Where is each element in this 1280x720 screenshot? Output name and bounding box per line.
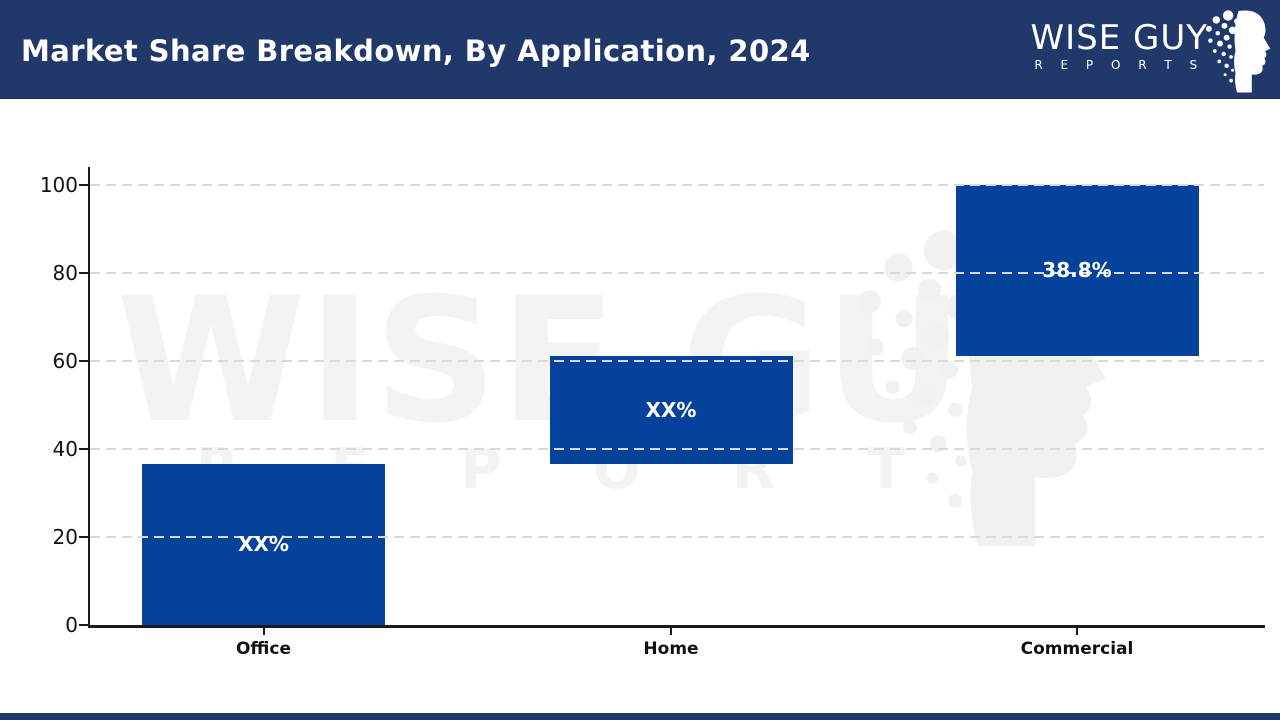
y-axis-tick-label: 80 [52,261,78,285]
y-axis-tick-label: 60 [52,349,78,373]
y-axis-tick-label: 100 [39,173,78,197]
bar-value-label: XX% [238,532,289,557]
wise-guy-reports-logo: WISE GUY R E P O R T S [1014,6,1274,94]
x-axis-category-label: Home [643,639,699,659]
gridline-60 [90,360,1264,362]
x-tick-office [262,628,265,635]
footer-bar [0,713,1280,720]
dotted-face-icon [1205,10,1271,93]
y-axis-tick-label: 40 [52,437,78,461]
x-axis-line [88,625,1265,628]
bar-value-label: XX% [645,397,697,422]
gridline-20 [90,536,1264,538]
gridline-40 [90,448,1264,450]
x-tick-commercial [1076,628,1078,635]
y-axis-tick-label: 0 [65,613,78,637]
bar-office [142,463,385,625]
gridline-80 [90,272,1264,274]
bar-home [549,355,793,464]
y-axis-tick-label: 20 [52,525,78,549]
y-tick-40 [79,448,88,450]
header-bar: Market Share Breakdown, By Application, … [0,0,1280,99]
gridline-100 [90,184,1264,186]
page-title: Market Share Breakdown, By Application, … [21,34,811,68]
logo-wordmark: WISE GUY [1030,18,1208,58]
y-axis-line [88,167,90,627]
bar-commercial [955,185,1199,356]
logo-text: WISE GUY R E P O R T S [1030,18,1208,73]
y-tick-100 [79,184,88,186]
bar-value-label: 38.8% [1042,258,1112,283]
x-tick-home [670,628,672,635]
y-tick-20 [79,536,88,538]
y-tick-60 [79,360,88,362]
x-axis-category-label: Commercial [1020,639,1134,659]
x-axis-category-label: Office [235,639,292,659]
y-tick-80 [79,272,88,274]
y-tick-0 [79,624,88,626]
logo-subtitle: R E P O R T S [1034,58,1205,73]
